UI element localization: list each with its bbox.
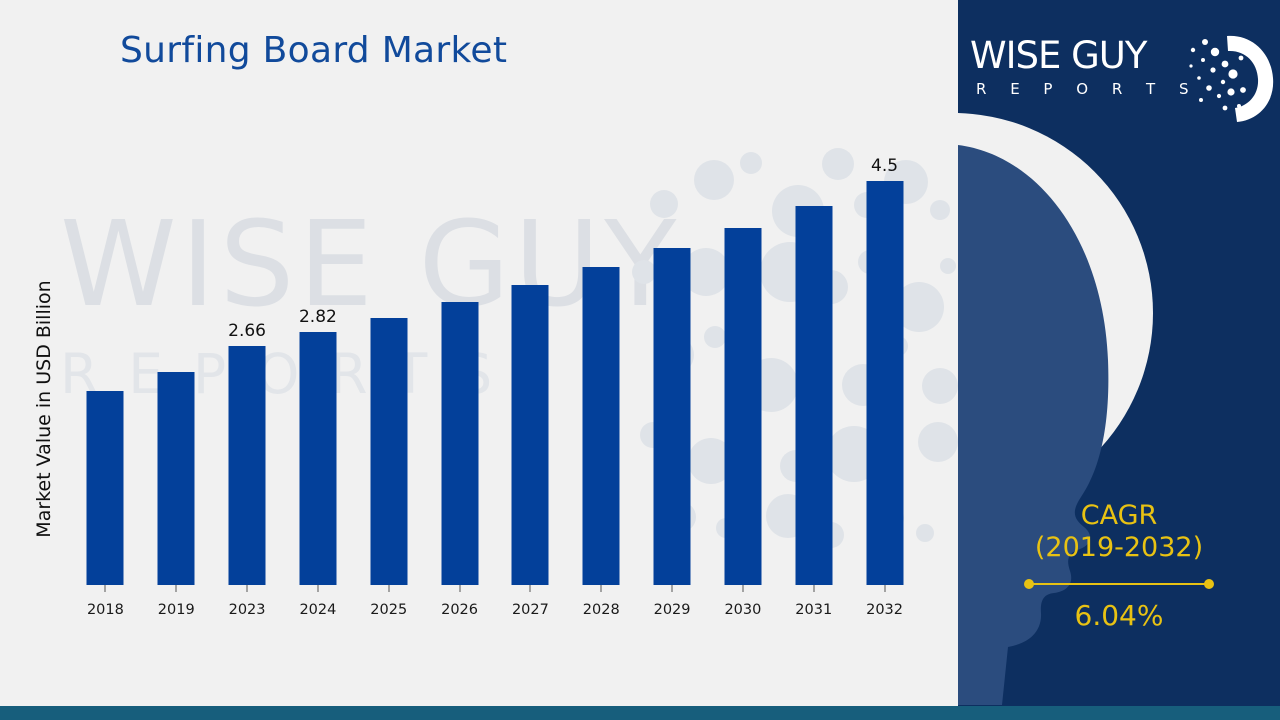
bar-value-label: 4.5	[871, 156, 899, 177]
bar	[228, 346, 266, 585]
x-axis-tick	[459, 585, 461, 592]
dotted-head-profile-icon	[1189, 35, 1274, 122]
x-axis-tick	[104, 585, 106, 592]
x-axis-tick	[600, 585, 602, 592]
bar-group: 2030	[708, 150, 779, 618]
cagr-value: 6.04%	[1074, 598, 1164, 632]
bar	[157, 371, 195, 585]
bar	[653, 247, 691, 585]
bar-group: 2.66 2023	[212, 150, 283, 618]
x-axis-tick	[246, 585, 248, 592]
x-axis-tick	[671, 585, 673, 592]
bar-group: 2.82 2024	[283, 150, 354, 618]
brand-panel: WISE GUY R E P O R T S	[958, 0, 1280, 706]
bar	[582, 266, 620, 585]
bar	[370, 317, 408, 585]
bar	[299, 332, 337, 585]
decorative-bubble	[940, 258, 956, 274]
x-axis-tick	[884, 585, 886, 592]
x-axis-label: 2023	[228, 602, 266, 618]
bar-group: 2027	[495, 150, 566, 618]
face-profile-icon	[958, 145, 1109, 705]
bar	[86, 391, 124, 585]
x-axis-label: 2028	[582, 602, 620, 618]
bar	[511, 284, 549, 585]
cagr-divider	[1024, 578, 1214, 589]
x-axis-label: 2018	[86, 602, 124, 618]
x-axis-label: 2029	[653, 602, 691, 618]
bar	[795, 205, 833, 585]
x-axis-tick	[742, 585, 744, 592]
x-axis-tick	[388, 585, 390, 592]
page-title: Surfing Board Market	[120, 30, 508, 71]
bar-value-label: 2.66	[228, 321, 266, 342]
bar-value-label: 2.82	[298, 307, 337, 328]
bar-group: 2029	[637, 150, 708, 618]
bar-group: 2026	[424, 150, 495, 618]
x-axis-label: 2030	[724, 602, 762, 618]
bar	[866, 181, 904, 585]
cagr-block: CAGR (2019-2032) 6.04%	[958, 500, 1280, 632]
cagr-label-line1: CAGR	[1080, 500, 1158, 531]
bar-group: 2031	[778, 150, 849, 618]
x-axis-label: 2025	[370, 602, 408, 618]
y-axis-title: Market Value in USD Billion	[33, 280, 55, 538]
bottom-accent-strip	[0, 706, 1280, 720]
logo-wordmark: WISE GUY	[970, 34, 1147, 77]
bar-group: 2018	[70, 150, 141, 618]
bar-group: 4.5 2032	[849, 150, 920, 618]
brand-logo: WISE GUY R E P O R T S	[970, 30, 1274, 125]
x-axis-label: 2026	[441, 602, 479, 618]
bar-group: 2028	[566, 150, 637, 618]
x-axis-tick	[813, 585, 815, 592]
decorative-bubble	[918, 422, 958, 462]
x-axis-label: 2031	[795, 602, 833, 618]
cagr-divider-rule	[1029, 582, 1209, 585]
x-axis-tick	[175, 585, 177, 592]
cagr-divider-knob-right	[1204, 578, 1214, 589]
x-axis-label: 2019	[157, 602, 195, 618]
x-axis-tick	[317, 585, 319, 592]
decorative-bubble	[922, 368, 958, 404]
decorative-bubble	[930, 200, 950, 220]
chart-panel: WISE GUY REPORTS Surfing Board Market Ma…	[33, 30, 958, 618]
x-axis-label: 2027	[511, 602, 549, 618]
bar	[441, 301, 479, 585]
bar-chart-plot-area: 2018 2019 2.66 2023 2.82 2024 2025 2026 2027 2028…	[70, 150, 920, 618]
logo-subwordmark: R E P O R T S	[976, 80, 1198, 98]
bar-group: 2019	[141, 150, 212, 618]
bar	[724, 228, 762, 585]
x-axis-tick	[529, 585, 531, 592]
bar-group: 2025	[353, 150, 424, 618]
x-axis-label: 2024	[299, 602, 337, 618]
x-axis-label: 2032	[866, 602, 904, 618]
cagr-label-line2: (2019-2032)	[1034, 532, 1204, 564]
